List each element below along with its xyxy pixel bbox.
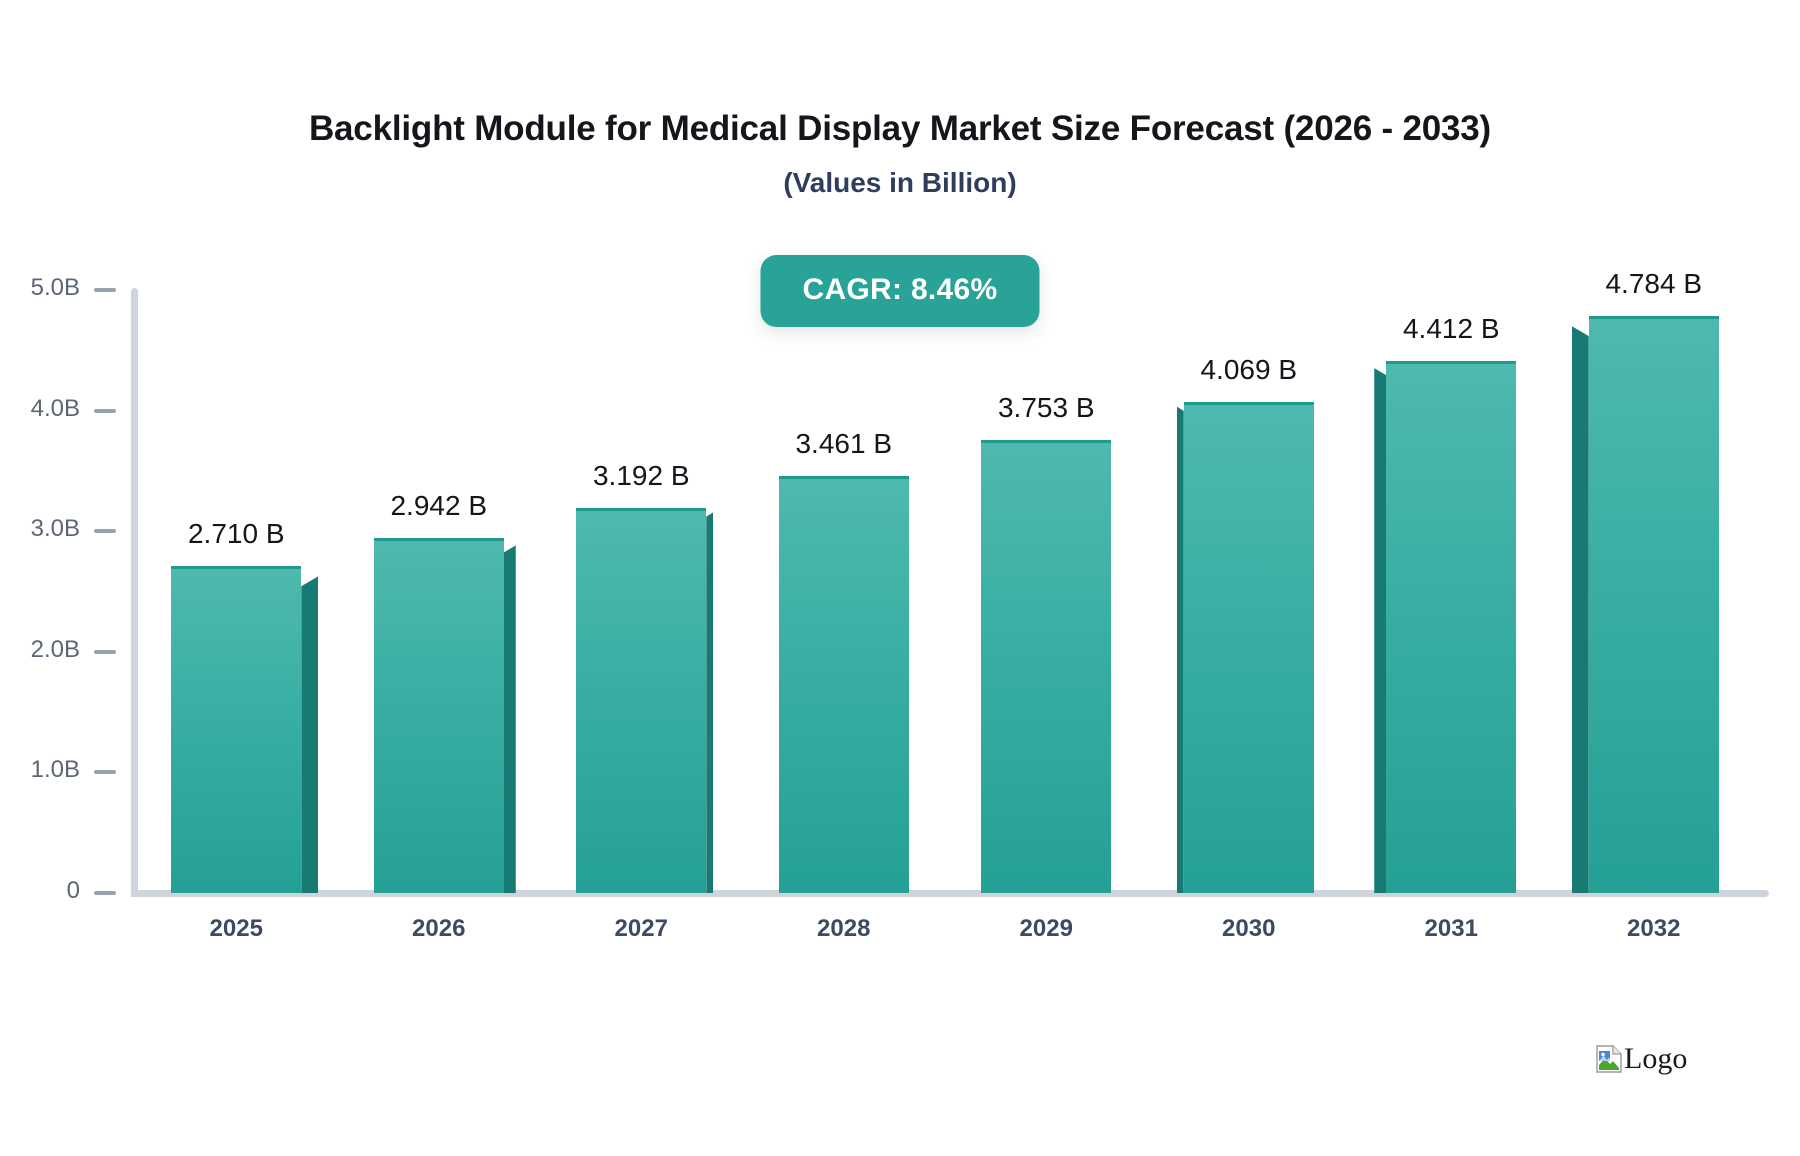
bar-2030[interactable] — [1176, 402, 1314, 893]
y-axis-tick-mark — [94, 288, 116, 292]
x-axis-label-2028: 2028 — [817, 915, 871, 942]
y-axis-tick-mark — [94, 408, 116, 413]
bar-front-face — [778, 475, 909, 893]
y-axis-tick-mark — [94, 529, 116, 534]
y-axis-tick-label: 0 — [66, 877, 80, 904]
bar-front-face — [373, 538, 504, 893]
y-axis-tick-label: 4.0B — [30, 394, 80, 422]
logo-alt-text: Logo — [1624, 1042, 1688, 1075]
bar-side-face — [1374, 368, 1387, 893]
x-axis-label-2027: 2027 — [614, 915, 668, 942]
bar-value-label: 2.710 B — [187, 518, 285, 550]
logo: Logo — [1596, 1044, 1687, 1074]
bar-2032[interactable] — [1571, 316, 1719, 893]
y-axis-line — [131, 288, 138, 897]
x-axis-line — [131, 890, 1769, 897]
bar-value-label: 4.784 B — [1605, 268, 1703, 300]
y-axis-tick-mark — [94, 891, 116, 895]
bar-value-label: 4.069 B — [1200, 354, 1298, 386]
bar-front-face — [1183, 402, 1314, 893]
bar-2029[interactable] — [981, 440, 1112, 893]
chart-header: Backlight Module for Medical Display Mar… — [0, 108, 1800, 200]
bar-2026[interactable] — [373, 538, 516, 893]
bar-side-face — [503, 545, 516, 893]
x-axis-label-2030: 2030 — [1222, 915, 1276, 942]
x-axis-label-2029: 2029 — [1019, 915, 1073, 942]
bar-value-label: 2.942 B — [390, 490, 488, 522]
x-axis-label-2031: 2031 — [1424, 915, 1478, 942]
y-axis-tick-label: 1.0B — [30, 756, 80, 784]
bar-value-label: 3.753 B — [997, 392, 1095, 424]
cagr-badge: CAGR: 8.46% — [760, 255, 1040, 327]
bar-front-face — [981, 440, 1112, 893]
bar-value-label: 3.192 B — [592, 460, 690, 492]
bar-2025[interactable] — [171, 566, 319, 893]
bar-side-face — [706, 512, 714, 893]
y-axis-tick-label: 2.0B — [30, 635, 80, 663]
chart-title: Backlight Module for Medical Display Mar… — [308, 109, 1492, 148]
x-axis-label-2026: 2026 — [412, 915, 466, 942]
y-axis-tick-label: 5.0B — [30, 274, 80, 301]
bar-front-face — [1588, 316, 1719, 893]
bar-side-face — [1176, 406, 1184, 893]
bar-front-face — [171, 566, 302, 893]
broken-image-icon — [1596, 1045, 1622, 1073]
chart-subtitle: (Values in Billion) — [783, 167, 1017, 198]
y-axis-tick-mark — [94, 770, 116, 775]
y-axis-tick-mark — [94, 649, 116, 654]
bar-side-face — [301, 576, 319, 893]
bar-value-label: 3.461 B — [795, 427, 893, 459]
x-axis-label-2025: 2025 — [209, 915, 263, 942]
bar-2028[interactable] — [778, 475, 909, 893]
bar-value-label: 4.412 B — [1402, 312, 1500, 344]
x-axis-label-2032: 2032 — [1627, 915, 1681, 942]
bar-front-face — [1386, 360, 1517, 893]
y-axis-tick-label: 3.0B — [30, 515, 80, 543]
bar-2027[interactable] — [576, 508, 714, 893]
bar-front-face — [576, 508, 707, 893]
bar-side-face — [1571, 326, 1589, 893]
bar-2031[interactable] — [1374, 360, 1517, 893]
